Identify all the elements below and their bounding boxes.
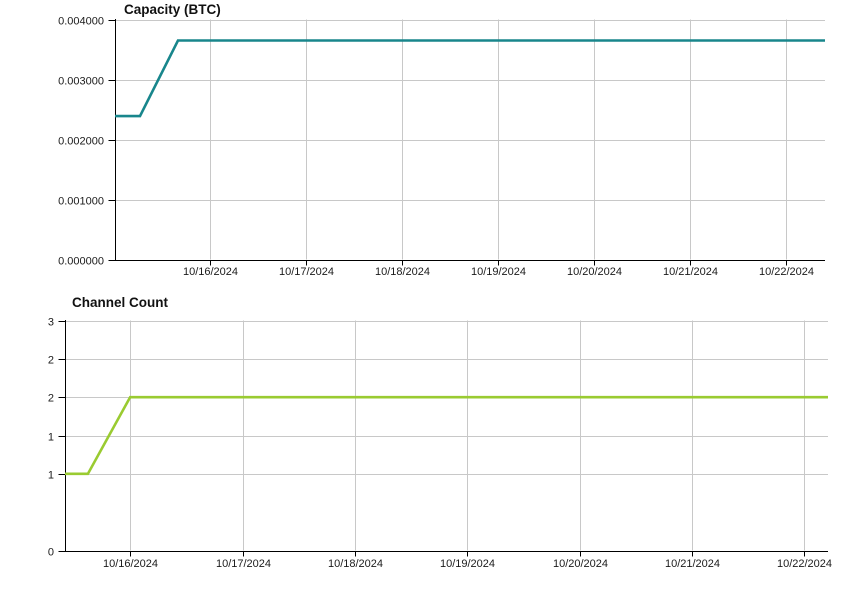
capacity-chart-title: Capacity (BTC) — [124, 2, 221, 17]
channel-count-tickmarks — [58, 320, 806, 557]
x-tick-label: 10/16/2024 — [183, 266, 238, 278]
capacity-y-tick-labels: 0.004000 0.003000 0.002000 0.001000 0.000000 — [58, 16, 104, 268]
capacity-chart-panel: 0.004000 0.003000 0.002000 0.001000 0.000000… — [0, 0, 860, 290]
capacity-chart-svg: 0.004000 0.003000 0.002000 0.001000 0.000000… — [58, 2, 825, 278]
series-line-0 — [115, 39, 825, 118]
y-tick-label: 3 — [48, 317, 54, 329]
x-tick-label: 10/19/2024 — [440, 558, 495, 570]
x-tick-label: 10/20/2024 — [553, 558, 608, 570]
channel-count-series — [65, 395, 828, 476]
y-tick-label: 1 — [48, 432, 54, 444]
channel-count-y-tick-labels: 3 2 2 1 1 0 — [48, 317, 54, 559]
y-tick-label: 0.002000 — [58, 136, 104, 148]
y-tick-label: 0 — [48, 547, 54, 559]
x-tick-label: 10/22/2024 — [759, 266, 814, 278]
capacity-gridlines — [115, 19, 825, 260]
capacity-series — [115, 39, 825, 118]
x-tick-label: 10/18/2024 — [375, 266, 430, 278]
channel-count-chart-title: Channel Count — [72, 295, 168, 310]
y-tick-label: 0.001000 — [58, 196, 104, 208]
capacity-tickmarks — [108, 19, 788, 266]
y-tick-label: 0.003000 — [58, 76, 104, 88]
y-tick-label: 0.000000 — [58, 256, 104, 268]
x-tick-label: 10/21/2024 — [665, 558, 720, 570]
x-tick-label: 10/20/2024 — [567, 266, 622, 278]
channel-count-axes — [58, 320, 828, 553]
y-tick-label: 2 — [48, 355, 54, 367]
x-tick-label: 10/16/2024 — [103, 558, 158, 570]
x-tick-label: 10/19/2024 — [471, 266, 526, 278]
capacity-axes — [108, 19, 825, 262]
y-tick-label: 0.004000 — [58, 16, 104, 28]
y-tick-label: 1 — [48, 470, 54, 482]
x-tick-label: 10/22/2024 — [777, 558, 832, 570]
x-tick-label: 10/17/2024 — [279, 266, 334, 278]
channel-count-x-tick-labels: 10/16/2024 10/17/2024 10/18/2024 10/19/2024… — [103, 558, 832, 570]
x-tick-label: 10/18/2024 — [328, 558, 383, 570]
x-tick-label: 10/17/2024 — [216, 558, 271, 570]
y-tick-label: 2 — [48, 393, 54, 405]
capacity-x-tick-labels: 10/16/2024 10/17/2024 10/18/2024 10/19/2024… — [183, 266, 814, 278]
channel-count-gridlines — [65, 320, 828, 551]
series-line-1 — [65, 395, 828, 476]
x-tick-label: 10/21/2024 — [663, 266, 718, 278]
